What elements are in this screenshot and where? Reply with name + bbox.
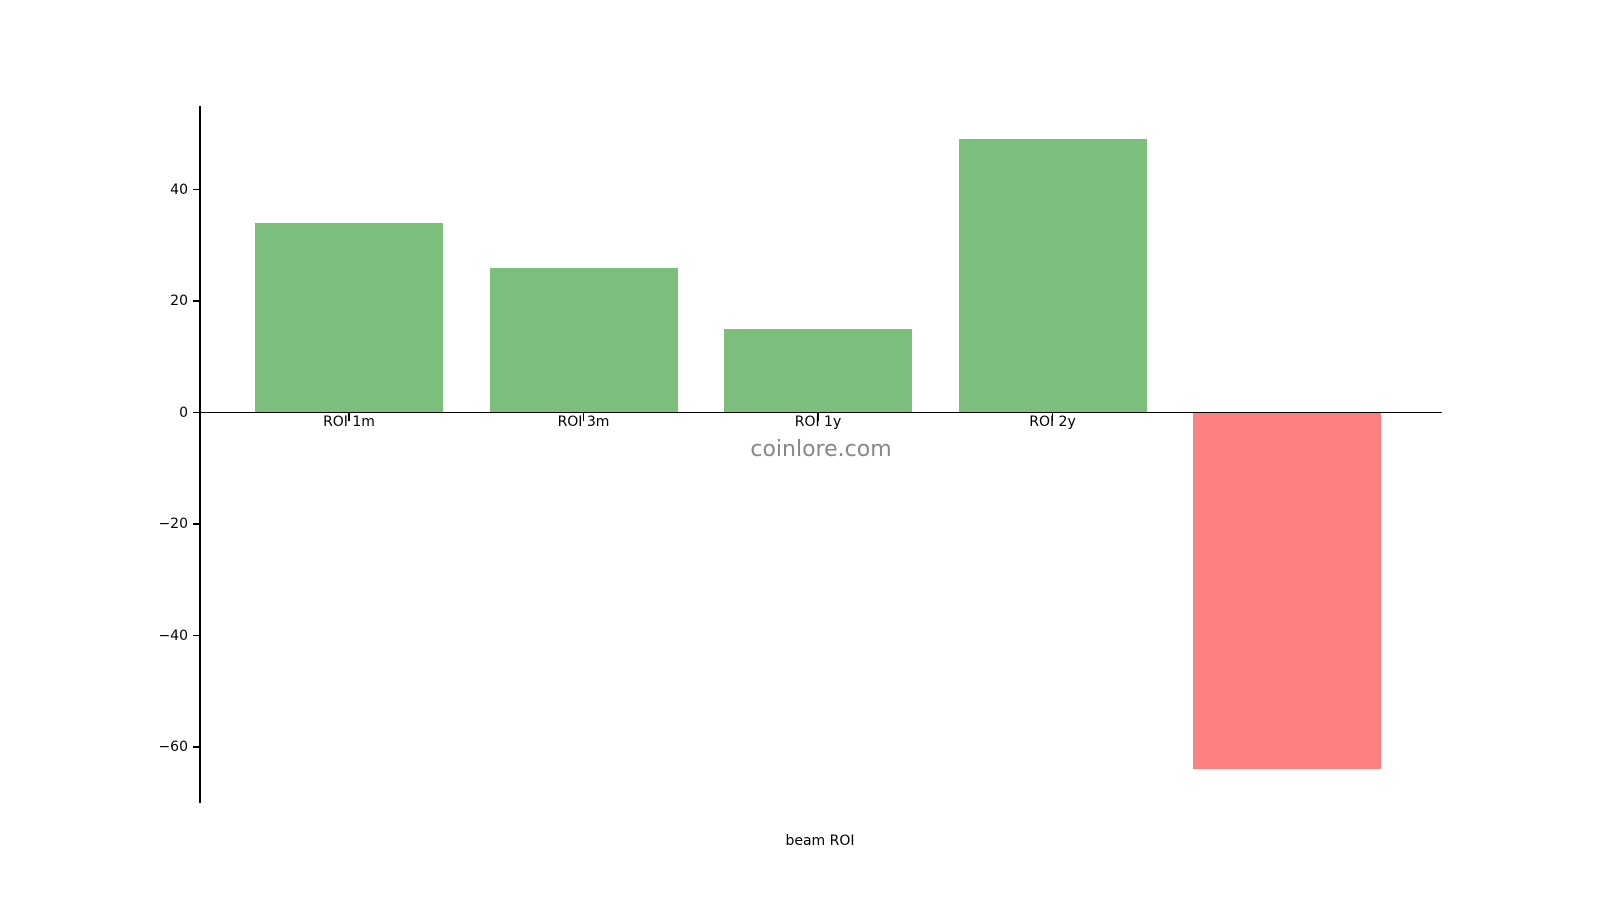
y-axis-line bbox=[199, 106, 201, 803]
x-tick-mark bbox=[582, 412, 585, 421]
x-tick-label: ROI 1y bbox=[794, 414, 842, 430]
watermark-text: coinlore.com bbox=[750, 437, 892, 462]
y-tick-mark bbox=[193, 634, 200, 637]
x-tick-mark bbox=[348, 412, 350, 421]
bar-roi-1y bbox=[724, 328, 912, 413]
y-tick-label: −20 bbox=[158, 516, 188, 532]
y-tick-mark bbox=[193, 300, 200, 302]
bar-roi-3m bbox=[489, 267, 678, 413]
y-tick-label: 0 bbox=[179, 404, 188, 421]
x-tick-mark bbox=[1051, 412, 1054, 421]
x-tick-label: ROI 3m bbox=[557, 414, 610, 430]
y-tick-mark bbox=[193, 523, 200, 525]
y-tick-mark bbox=[193, 746, 200, 748]
y-tick-mark bbox=[193, 188, 200, 191]
x-axis-line bbox=[199, 411, 1442, 413]
x-tick-mark bbox=[817, 412, 819, 421]
bar-roi-1m bbox=[255, 222, 443, 413]
bar-unlabeled-4 bbox=[1193, 412, 1381, 770]
x-tick-label: ROI 1m bbox=[323, 414, 375, 430]
y-tick-label: −60 bbox=[158, 739, 188, 755]
y-tick-mark bbox=[193, 411, 200, 414]
bar-roi-2y bbox=[958, 139, 1147, 413]
x-axis-title: beam ROI bbox=[785, 833, 855, 849]
y-tick-label: 40 bbox=[170, 181, 188, 198]
y-tick-label: −40 bbox=[158, 627, 188, 644]
x-tick-label: ROI 2y bbox=[1029, 414, 1076, 430]
y-tick-label: 20 bbox=[170, 293, 188, 309]
